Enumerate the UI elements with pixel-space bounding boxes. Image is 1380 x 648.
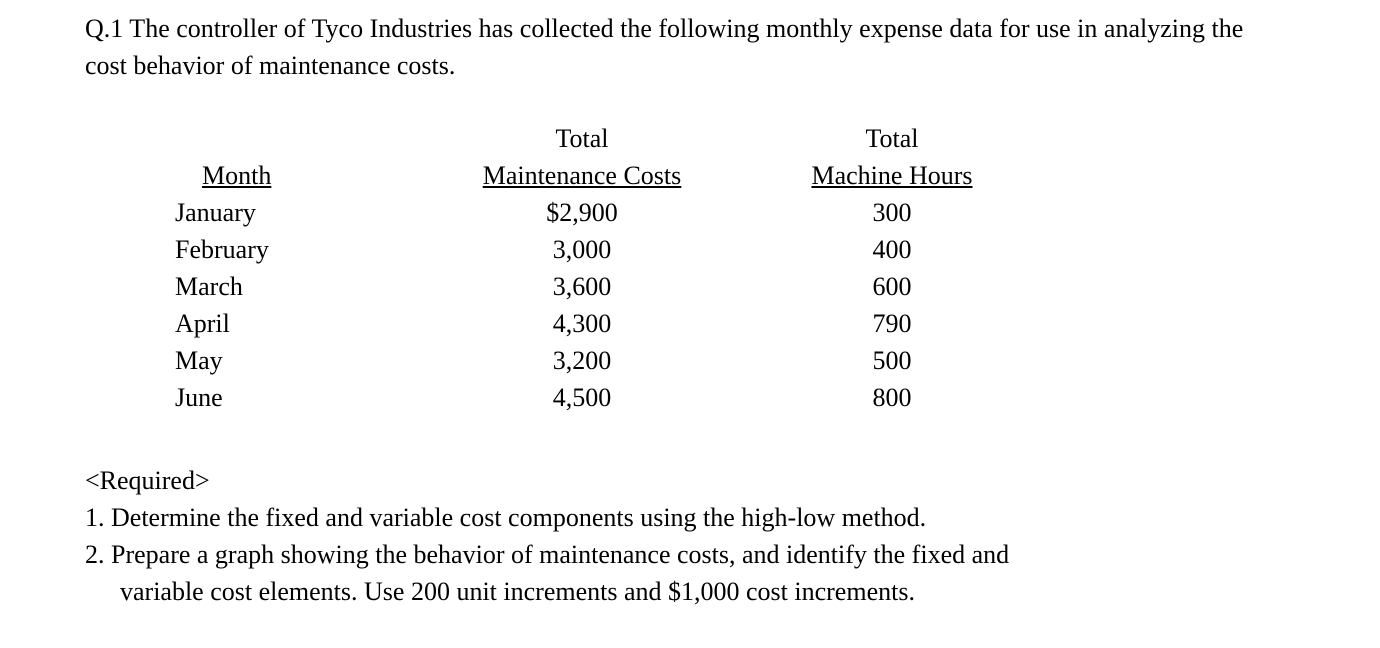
required-section: <Required> 1. Determine the fixed and va…	[85, 462, 1380, 610]
table-row: February 3,000 400	[175, 231, 1037, 268]
expense-table: Total Total Month Maintenance Costs Mach…	[175, 120, 1037, 416]
table-row: April 4,300 790	[175, 305, 1037, 342]
table-row: May 3,200 500	[175, 342, 1037, 379]
month-cell: February	[175, 235, 269, 264]
cost-column-header: Maintenance Costs	[482, 161, 682, 190]
empty-header-cell	[175, 120, 417, 157]
required-item-2-line2: variable cost elements. Use 200 unit inc…	[120, 577, 915, 606]
cost-cell: $2,900	[546, 198, 618, 227]
month-cell: March	[175, 272, 243, 301]
month-cell: January	[175, 198, 256, 227]
hours-cell: 400	[872, 235, 912, 264]
table-total-header-row: Total Total	[175, 120, 1037, 157]
cost-cell: 3,200	[552, 346, 612, 375]
cost-column-total-label: Total	[555, 124, 609, 153]
cost-cell: 4,500	[552, 383, 612, 412]
cost-cell: 3,000	[552, 235, 612, 264]
hours-cell: 800	[872, 383, 912, 412]
cost-cell: 4,300	[552, 309, 612, 338]
month-cell: June	[175, 383, 223, 412]
required-item-2-line1: 2. Prepare a graph showing the behavior …	[85, 540, 1010, 569]
hours-column-total-label: Total	[865, 124, 919, 153]
required-item-1: 1. Determine the fixed and variable cost…	[85, 503, 927, 532]
table-header-row: Month Maintenance Costs Machine Hours	[175, 157, 1037, 194]
month-column-header: Month	[202, 161, 272, 190]
table-row: June 4,500 800	[175, 379, 1037, 416]
required-label: <Required>	[85, 466, 210, 495]
hours-cell: 600	[872, 272, 912, 301]
month-cell: April	[175, 309, 230, 338]
cost-cell: 3,600	[552, 272, 612, 301]
hours-cell: 790	[872, 309, 912, 338]
hours-cell: 300	[872, 198, 912, 227]
month-cell: May	[175, 346, 223, 375]
hours-column-header: Machine Hours	[811, 161, 973, 190]
question-text: Q.1 The controller of Tyco Industries ha…	[85, 14, 1244, 80]
hours-cell: 500	[872, 346, 912, 375]
table-row: January $2,900 300	[175, 194, 1037, 231]
table-row: March 3,600 600	[175, 268, 1037, 305]
